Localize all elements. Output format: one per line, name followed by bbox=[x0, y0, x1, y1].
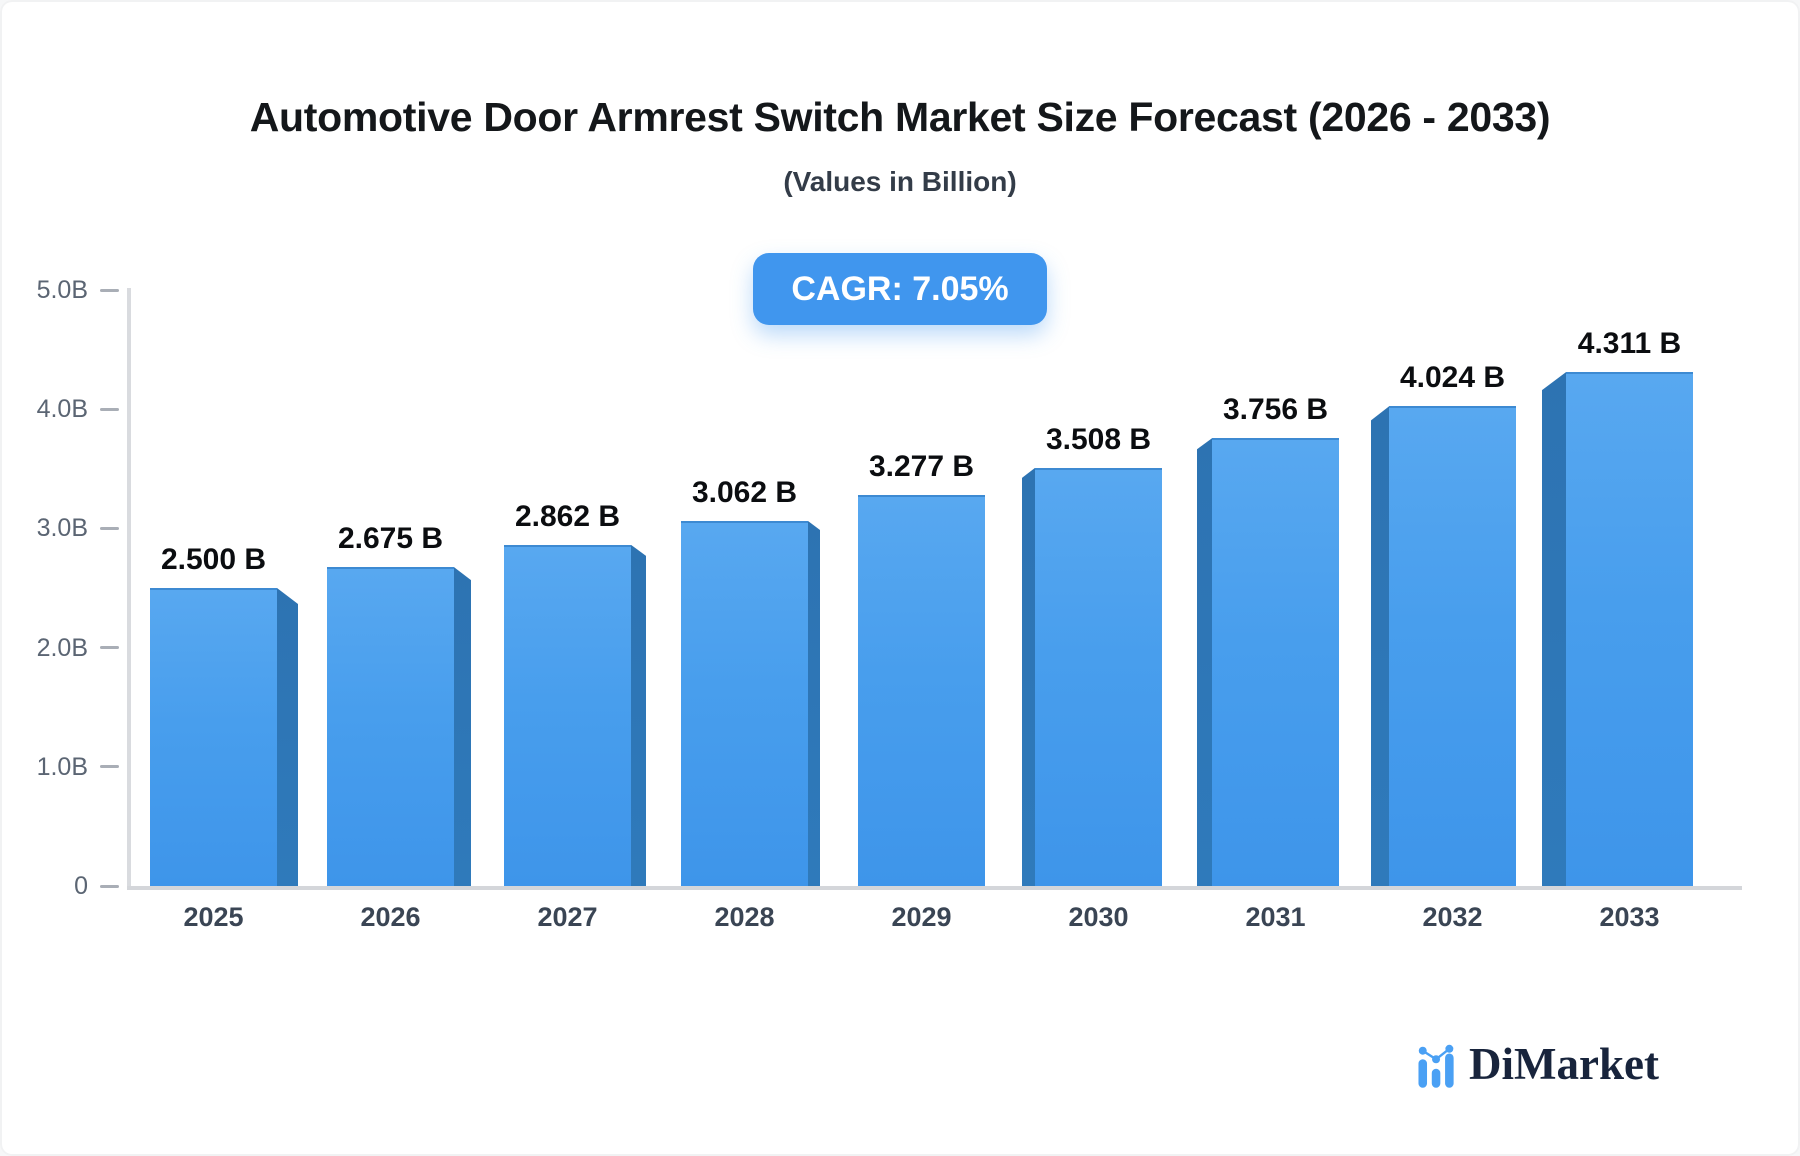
bar-side-face bbox=[1197, 438, 1212, 886]
x-axis-label: 2031 bbox=[1245, 902, 1306, 932]
bar-value-label: 4.311 B bbox=[1577, 327, 1682, 361]
bar bbox=[150, 588, 277, 886]
x-axis-label: 2028 bbox=[714, 902, 775, 932]
y-axis-tick bbox=[100, 407, 119, 411]
x-axis-label: 2032 bbox=[1422, 902, 1483, 932]
y-axis-label: 3.0B bbox=[36, 514, 88, 543]
y-axis-label: 0 bbox=[74, 872, 88, 900]
bar-side-face bbox=[631, 544, 646, 886]
y-axis-label: 2.0B bbox=[36, 633, 88, 662]
x-axis-label: 2026 bbox=[360, 902, 421, 932]
x-axis-label: 2030 bbox=[1068, 902, 1129, 932]
bar-value-label: 3.756 B bbox=[1222, 393, 1329, 427]
bar-value-label: 4.024 B bbox=[1399, 361, 1506, 395]
bar-value-label: 2.675 B bbox=[337, 522, 444, 556]
x-axis-label: 2027 bbox=[537, 902, 598, 932]
x-axis-label: 2025 bbox=[183, 902, 244, 932]
bar-value-label: 2.500 B bbox=[160, 543, 267, 576]
y-axis-tick bbox=[100, 288, 119, 292]
bar bbox=[1389, 406, 1516, 886]
bar bbox=[504, 544, 631, 886]
y-axis-label: 5.0B bbox=[36, 276, 88, 304]
y-axis-tick bbox=[100, 765, 119, 769]
bar-side-face bbox=[277, 588, 298, 886]
chart-title: Automotive Door Armrest Switch Market Si… bbox=[249, 94, 1551, 140]
bar-value-label: 2.862 B bbox=[514, 499, 621, 533]
brand-logo-icon bbox=[1418, 1044, 1454, 1088]
y-axis-tick bbox=[100, 646, 119, 650]
x-axis-label: 2029 bbox=[891, 902, 952, 932]
brand-logo-text: DiMarket bbox=[1469, 1039, 1659, 1089]
bar bbox=[681, 521, 808, 886]
bar-side-face bbox=[808, 521, 820, 886]
bar bbox=[1035, 467, 1162, 886]
bar-value-label: 3.508 B bbox=[1045, 422, 1152, 456]
cagr-badge: CAGR: 7.05% bbox=[753, 253, 1047, 325]
bar bbox=[858, 495, 985, 886]
y-axis-label: 1.0B bbox=[36, 752, 88, 781]
bar-value-label: 3.277 B bbox=[868, 450, 975, 484]
y-axis-label: 4.0B bbox=[36, 395, 88, 424]
y-axis-tick bbox=[100, 526, 119, 530]
bar bbox=[1566, 372, 1693, 886]
bar-side-face bbox=[454, 567, 471, 886]
chart-subtitle: (Values in Billion) bbox=[783, 166, 1017, 197]
bar-side-face bbox=[1371, 406, 1389, 886]
bar bbox=[1212, 438, 1339, 886]
cagr-badge-row: CAGR: 7.05% bbox=[0, 253, 1800, 325]
y-axis-line bbox=[127, 288, 131, 886]
bar-side-face bbox=[1542, 372, 1566, 886]
x-axis-label: 2033 bbox=[1599, 902, 1660, 932]
bar-value-label: 3.062 B bbox=[691, 476, 798, 509]
bar bbox=[327, 567, 454, 886]
bar-side-face bbox=[1022, 467, 1035, 886]
x-axis-line bbox=[127, 886, 1742, 890]
brand-logo: DiMarket bbox=[1418, 1038, 1659, 1090]
y-axis-tick bbox=[100, 884, 119, 888]
